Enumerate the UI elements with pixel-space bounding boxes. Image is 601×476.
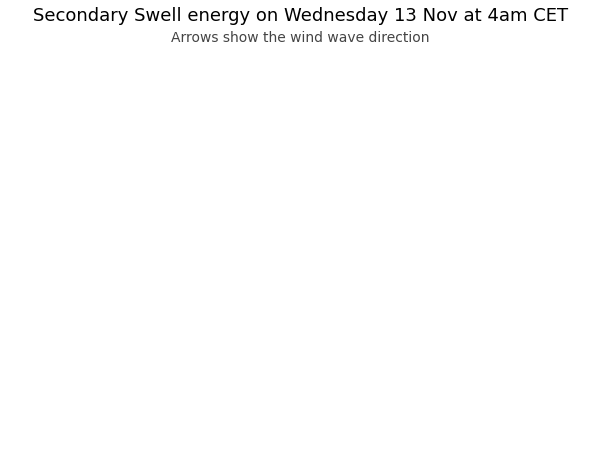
Text: Secondary Swell energy on Wednesday 13 Nov at 4am CET: Secondary Swell energy on Wednesday 13 N… [33,7,568,25]
Text: Arrows show the wind wave direction: Arrows show the wind wave direction [171,30,430,44]
Text: Map requires cartopy: Map requires cartopy [227,256,374,270]
